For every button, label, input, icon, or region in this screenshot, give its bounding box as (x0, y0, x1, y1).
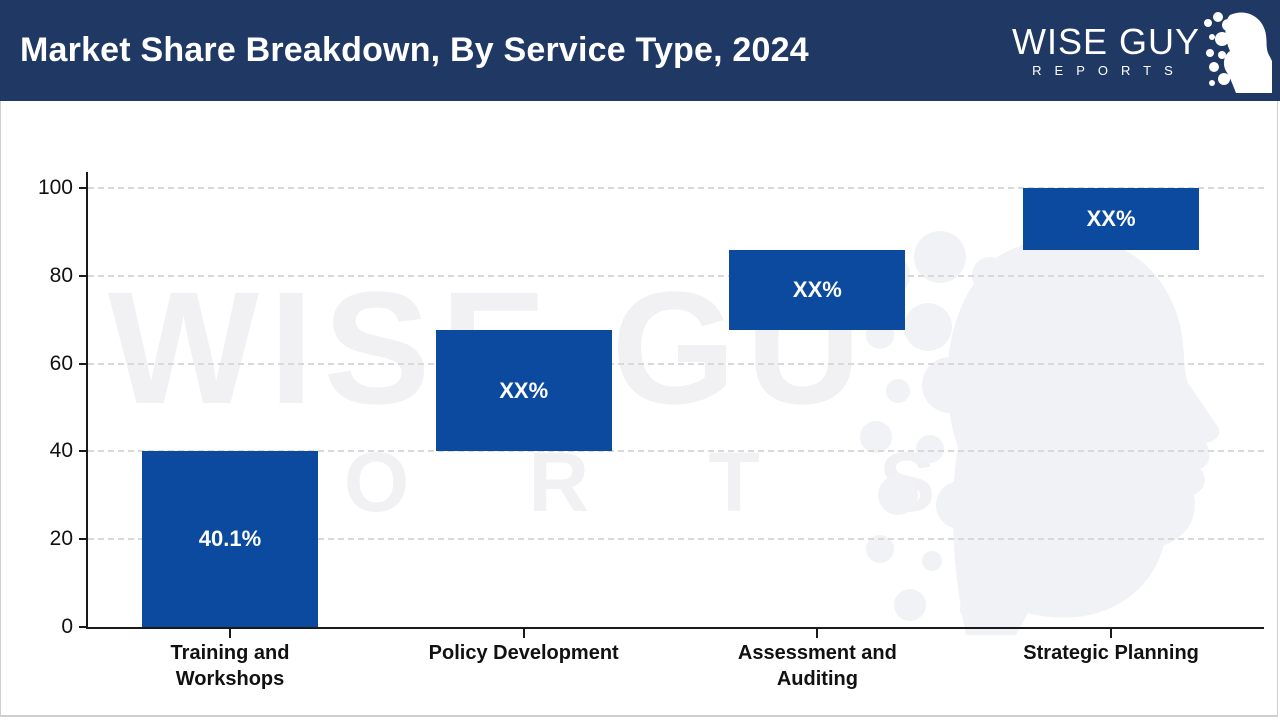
x-category-label: Policy Development (428, 642, 619, 664)
x-tick-mark (522, 629, 525, 638)
y-tick-label: 100 (37, 176, 73, 199)
x-tick-mark (229, 629, 231, 638)
y-axis-line (86, 172, 88, 629)
bar-value-label: XX% (499, 377, 549, 403)
gridline-20 (88, 538, 1264, 541)
bar-value-label: XX% (1086, 205, 1136, 231)
bar-1 (142, 450, 318, 627)
x-tick-mark (1110, 629, 1113, 638)
y-tick-mark (79, 274, 87, 277)
y-tick-mark (79, 187, 87, 189)
gridline-40 (88, 450, 1264, 453)
y-tick-mark (79, 450, 87, 453)
y-tick-label: 20 (49, 527, 73, 551)
bar-2 (435, 330, 612, 451)
x-category-label: Assessment and Auditing (737, 642, 897, 690)
header-bar: Market Share Breakdown, By Service Type,… (0, 0, 1280, 101)
y-tick-mark (79, 538, 87, 541)
gridline-80 (88, 274, 1264, 277)
y-tick-label: 0 (61, 615, 73, 638)
logo-text: WISE GUY REPORTS (1011, 21, 1200, 78)
gridline-100 (88, 187, 1264, 189)
bar-4 (1023, 188, 1200, 250)
logo-wordmark: WISE GUY (1011, 21, 1200, 62)
y-tick-mark (79, 626, 87, 628)
x-tick-mark (816, 629, 819, 638)
bar-value-label: XX% (792, 277, 842, 303)
x-category-label: Training and Workshops (170, 642, 290, 690)
bar-3 (729, 249, 906, 331)
y-tick-label: 80 (49, 263, 73, 287)
chart-canvas-frame (0, 101, 1278, 717)
gridline-60 (88, 362, 1264, 365)
logo-subtitle: REPORTS (1032, 63, 1186, 78)
x-axis-line (86, 627, 1264, 629)
wise-guy-logo: WISE GUY REPORTS (1012, 9, 1280, 93)
page-title: Market Share Breakdown, By Service Type,… (20, 31, 809, 69)
logo-face-icon (1204, 11, 1272, 93)
bar-value-label: 40.1% (198, 525, 262, 551)
y-tick-label: 40 (49, 439, 73, 463)
y-tick-mark (79, 362, 87, 365)
x-category-label: Strategic Planning (1023, 642, 1199, 664)
y-tick-label: 60 (49, 351, 73, 375)
watermark-face-icon (860, 231, 1220, 635)
